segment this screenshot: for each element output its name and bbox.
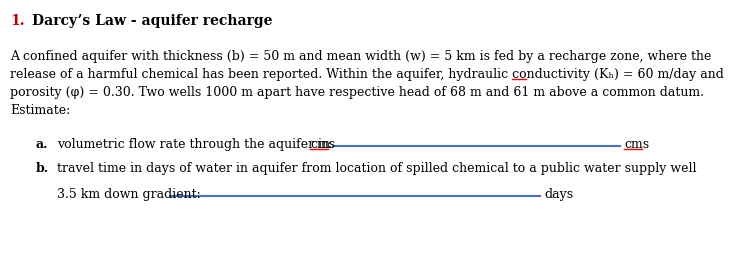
Text: volumetric flow rate through the aquifer in: volumetric flow rate through the aquifer… [57, 138, 334, 151]
Text: porosity (φ) = 0.30. Two wells 1000 m apart have respective head of 68 m and 61 : porosity (φ) = 0.30. Two wells 1000 m ap… [10, 86, 704, 99]
Text: b.: b. [36, 162, 49, 175]
Text: A confined aquifer with thickness (b) = 50 m and mean width (w) = 5 km is fed by: A confined aquifer with thickness (b) = … [10, 50, 711, 63]
Text: a.: a. [36, 138, 48, 151]
Text: days: days [544, 188, 573, 201]
Text: cms: cms [310, 138, 335, 151]
Text: 3.5 km down gradient:: 3.5 km down gradient: [57, 188, 201, 201]
Text: release of a harmful chemical has been reported. Within the aquifer, hydraulic c: release of a harmful chemical has been r… [10, 68, 724, 81]
Text: cms: cms [624, 138, 649, 151]
Text: Darcy’s Law - aquifer recharge: Darcy’s Law - aquifer recharge [32, 14, 272, 28]
Text: Estimate:: Estimate: [10, 104, 70, 117]
Text: 1.: 1. [10, 14, 25, 28]
Text: :: : [328, 138, 332, 151]
Text: travel time in days of water in aquifer from location of spilled chemical to a p: travel time in days of water in aquifer … [57, 162, 696, 175]
